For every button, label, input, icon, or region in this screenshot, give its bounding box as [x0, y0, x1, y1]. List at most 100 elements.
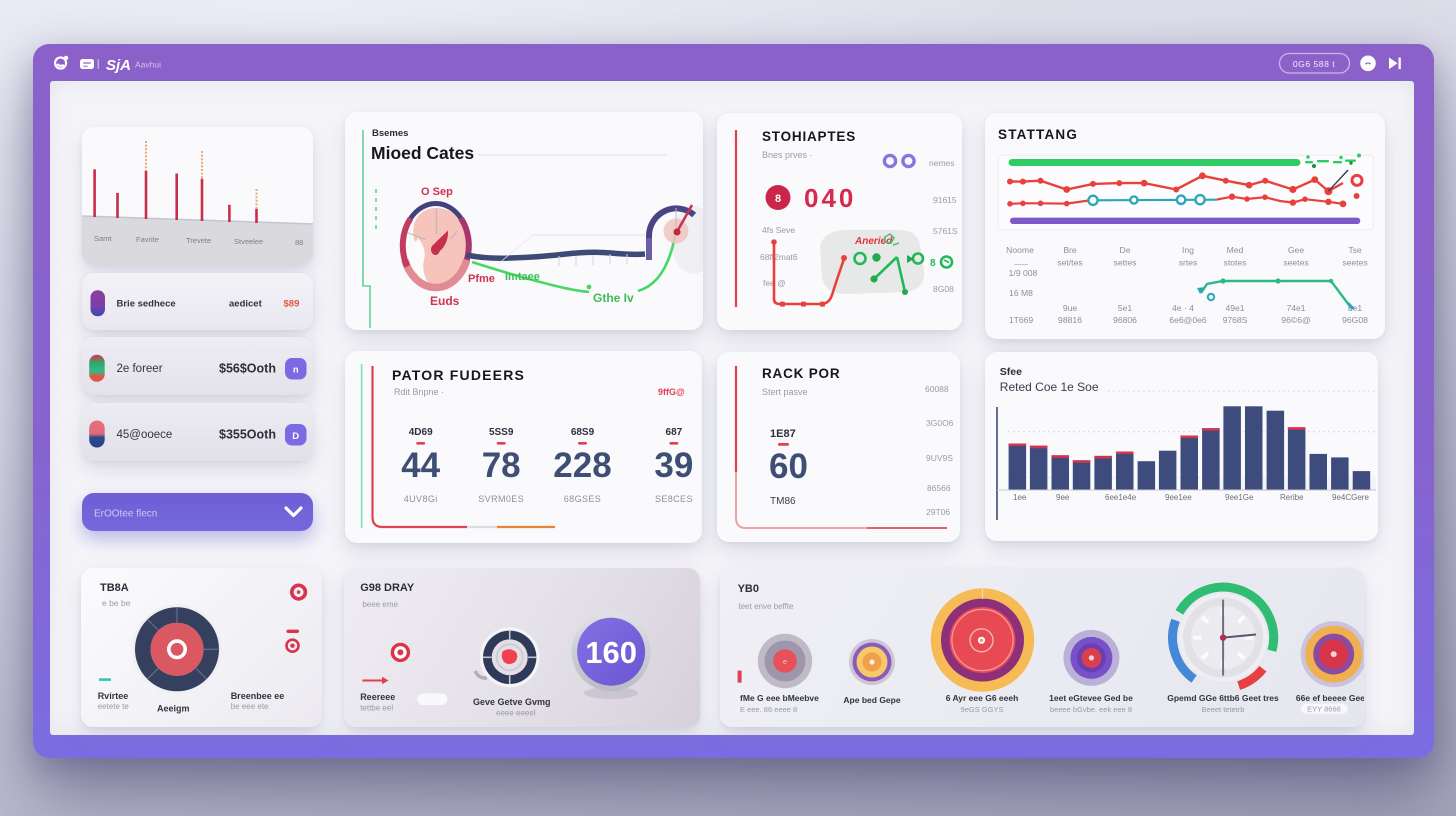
svg-text:29T06: 29T06 [926, 507, 950, 517]
svg-text:6e6@0e6: 6e6@0e6 [1169, 315, 1207, 325]
svg-text:5SS9: 5SS9 [489, 427, 514, 438]
svg-text:D: D [292, 431, 299, 442]
svg-text:Mioed Cates: Mioed Cates [371, 143, 474, 163]
svg-text:seetes: seetes [1283, 258, 1308, 268]
svg-text:1T669: 1T669 [1009, 315, 1034, 325]
svg-text:96806: 96806 [1113, 315, 1137, 325]
svg-text:74e1: 74e1 [1286, 303, 1305, 313]
svg-text:G98 DRAY: G98 DRAY [360, 582, 415, 594]
svg-text:60088: 60088 [925, 384, 949, 394]
svg-text:8: 8 [775, 193, 781, 205]
svg-text:16 M8: 16 M8 [1009, 288, 1033, 298]
svg-text:3G0O6: 3G0O6 [926, 418, 954, 428]
svg-text:1/9 008: 1/9 008 [1009, 268, 1038, 278]
svg-text:9ee1Ge: 9ee1Ge [1225, 493, 1254, 502]
svg-text:srtes: srtes [1179, 258, 1198, 268]
svg-text:beeee bGvbe. eek eee 8: beeee bGvbe. eek eee 8 [1050, 705, 1132, 714]
svg-text:Aeeigm: Aeeigm [157, 704, 190, 714]
svg-text:160: 160 [585, 635, 637, 670]
svg-text:0G6 588 t: 0G6 588 t [1293, 59, 1335, 69]
svg-text:ErOOtee flecn: ErOOtee flecn [94, 509, 157, 520]
svg-text:5e1: 5e1 [1118, 303, 1133, 313]
svg-text:040: 040 [804, 183, 856, 213]
svg-text:91615: 91615 [933, 195, 957, 205]
svg-text:Stert pasve: Stert pasve [762, 387, 808, 397]
svg-text:PATOR FUDEERS: PATOR FUDEERS [392, 367, 525, 383]
svg-text:Pfme: Pfme [468, 273, 495, 285]
svg-text:STOHIAPTES: STOHIAPTES [762, 129, 856, 144]
svg-text:be eee ete: be eee ete [231, 702, 269, 711]
svg-text:9eGS GGYS: 9eGS GGYS [961, 705, 1004, 714]
svg-text:49e1: 49e1 [1225, 303, 1244, 313]
svg-text:e be be: e be be [102, 598, 131, 608]
svg-text:SE8CES: SE8CES [655, 494, 693, 504]
svg-text:Gee: Gee [1288, 245, 1304, 255]
svg-text:68ff2mat6: 68ff2mat6 [760, 252, 798, 262]
svg-text:9768S: 9768S [1223, 315, 1248, 325]
svg-text:stotes: stotes [1224, 258, 1247, 268]
svg-text:beee eme: beee eme [362, 600, 398, 609]
svg-text:45@ooece: 45@ooece [117, 429, 173, 441]
svg-text:Rvirtee: Rvirtee [98, 691, 129, 701]
svg-text:44: 44 [401, 446, 440, 485]
svg-text:aedicet: aedicet [229, 299, 263, 310]
svg-text:1eet eGtevee Ged be: 1eet eGtevee Ged be [1049, 693, 1133, 703]
svg-text:TM86: TM86 [770, 496, 796, 507]
svg-text:78: 78 [482, 446, 521, 485]
svg-text:Bnes prves ·: Bnes prves · [762, 150, 813, 160]
svg-text:Med: Med [1227, 245, 1244, 255]
svg-text:Gthe Iv: Gthe Iv [593, 291, 634, 305]
svg-text:Rdit Bnpne ·: Rdit Bnpne · [394, 387, 444, 397]
svg-text:n: n [293, 365, 299, 375]
svg-text:98816: 98816 [1058, 315, 1082, 325]
svg-text:eeee eeeel: eeee eeeel [496, 709, 536, 718]
svg-text:8G08: 8G08 [933, 284, 954, 294]
svg-text:e: e [783, 659, 787, 666]
svg-text:Stveelee: Stveelee [234, 237, 263, 246]
svg-text:TB8A: TB8A [100, 582, 129, 594]
svg-text:88: 88 [295, 238, 303, 247]
svg-text:9ee1ee: 9ee1ee [1165, 493, 1192, 502]
svg-text:9ue: 9ue [1063, 303, 1078, 313]
svg-text:EYY 8666: EYY 8666 [1307, 704, 1341, 713]
svg-text:YB0: YB0 [738, 583, 759, 595]
svg-text:6 Ayr eee G6 eeeh: 6 Ayr eee G6 eeeh [946, 693, 1019, 703]
svg-text:De: De [1120, 245, 1131, 255]
svg-text:687: 687 [666, 427, 683, 438]
svg-text:Ing: Ing [1182, 245, 1194, 255]
svg-text:4e · 4: 4e · 4 [1172, 303, 1194, 313]
svg-text:86566: 86566 [927, 483, 951, 493]
svg-text:66e ef beeee Geeb: 66e ef beeee Geeb [1296, 693, 1364, 703]
svg-text:$89: $89 [284, 299, 300, 310]
svg-text:Ape bed Gepe: Ape bed Gepe [843, 695, 900, 705]
svg-text:96©6@: 96©6@ [1281, 315, 1310, 325]
svg-text:68GSES: 68GSES [564, 494, 601, 504]
svg-text:5761S: 5761S [933, 226, 958, 236]
svg-text:Brie sedhece: Brie sedhece [117, 299, 176, 310]
svg-text:——: —— [1014, 261, 1028, 268]
svg-text:8: 8 [930, 258, 936, 269]
svg-text:Trevete: Trevete [186, 236, 211, 245]
svg-text:seetes: seetes [1342, 258, 1367, 268]
svg-text:nemes: nemes [929, 158, 955, 168]
svg-text:9ee: 9ee [1056, 493, 1070, 502]
svg-text:1ee: 1ee [1013, 493, 1027, 502]
svg-text:$56$Ooth: $56$Ooth [219, 361, 276, 375]
svg-text:Breenbee ee: Breenbee ee [231, 691, 285, 701]
svg-text:Reted Coe 1e Soe: Reted Coe 1e Soe [1000, 380, 1099, 394]
svg-text:Sfee: Sfee [1000, 366, 1022, 378]
svg-text:Aneried: Aneried [854, 236, 893, 247]
svg-text:6ee1e4e: 6ee1e4e [1105, 493, 1137, 502]
svg-text:fMe G eee bMeebve: fMe G eee bMeebve [740, 693, 819, 703]
svg-text:Gpemd GGe 6ttb6 Geet tres: Gpemd GGe 6ttb6 Geet tres [1167, 693, 1279, 703]
svg-text:2e foreer: 2e foreer [117, 363, 163, 375]
svg-text:4UV8Gi: 4UV8Gi [404, 494, 438, 504]
svg-text:96G08: 96G08 [1342, 315, 1368, 325]
svg-text:4D69: 4D69 [409, 427, 433, 438]
svg-text:eetete te: eetete te [98, 702, 130, 711]
svg-text:Favrite: Favrite [136, 235, 159, 244]
svg-text:60: 60 [769, 447, 808, 486]
svg-text:1E87: 1E87 [770, 428, 796, 440]
svg-text:Bsemes: Bsemes [372, 128, 408, 139]
svg-text:Euds: Euds [430, 294, 460, 308]
